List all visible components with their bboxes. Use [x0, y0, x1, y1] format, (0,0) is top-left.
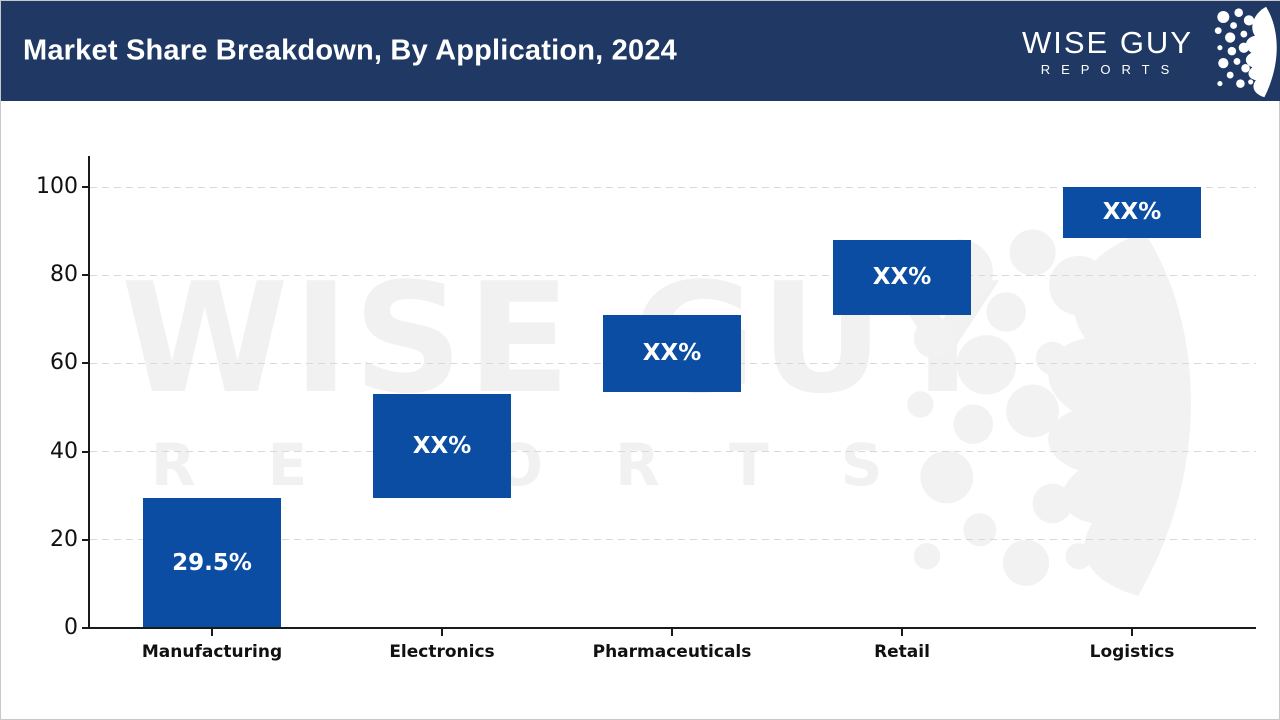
y-axis: [88, 156, 90, 629]
x-tick-mark: [671, 629, 673, 636]
y-tick-label: 20: [50, 526, 78, 552]
bar-value-label: XX%: [1102, 199, 1162, 226]
logo-face-icon: [1214, 6, 1277, 98]
header: Market Share Breakdown, By Application, …: [1, 1, 1280, 101]
x-category-label: Pharmaceuticals: [592, 642, 752, 662]
y-tick-label: 100: [36, 174, 78, 199]
gridline-40: [90, 451, 1256, 453]
y-tick-label: 40: [50, 438, 78, 464]
logo-wordmark: WISE GUY: [1021, 25, 1193, 60]
bar-value-label: 29.5%: [172, 549, 252, 576]
x-tick-mark: [1131, 629, 1133, 636]
bar-electronics: XX%: [373, 394, 511, 498]
y-tick-mark: [82, 274, 90, 277]
gridline-100: [90, 186, 1256, 188]
y-tick-mark: [82, 450, 90, 453]
bar-pharmaceuticals: XX%: [603, 314, 741, 393]
gridline-80: [90, 274, 1256, 276]
bar-value-label: XX%: [412, 433, 472, 460]
bar-logistics: XX%: [1063, 187, 1201, 238]
x-category-label: Retail: [874, 642, 930, 662]
x-tick-mark: [901, 629, 903, 636]
bar-manufacturing: 29.5%: [143, 497, 281, 628]
y-tick-mark: [82, 362, 90, 365]
watermark-text-line2: REPORTS: [151, 431, 955, 499]
y-tick-label: 60: [50, 350, 78, 376]
watermark-text-line1: WISE GUY: [121, 250, 1002, 427]
page-title: Market Share Breakdown, By Application, …: [23, 34, 677, 67]
gridline-20: [90, 539, 1256, 541]
y-tick-mark: [82, 538, 90, 541]
bar-value-label: XX%: [872, 264, 932, 291]
wise-guy-logo: WISE GUY REPORTS: [1021, 25, 1193, 77]
y-tick-label: 0: [64, 615, 78, 640]
x-category-label: Logistics: [1089, 642, 1175, 662]
x-tick-mark: [441, 629, 443, 636]
logo-subtext: REPORTS: [1040, 61, 1181, 77]
bar-retail: XX%: [833, 239, 971, 315]
x-tick-mark: [211, 629, 213, 636]
y-tick-label: 80: [50, 262, 78, 288]
x-axis: [88, 627, 1256, 629]
bar-value-label: XX%: [642, 340, 702, 367]
y-tick-mark: [82, 186, 90, 188]
x-category-label: Electronics: [389, 642, 495, 662]
x-category-label: Manufacturing: [141, 642, 283, 662]
watermark: WISE GUY REPORTS: [121, 250, 1002, 500]
y-tick-mark: [82, 627, 90, 629]
